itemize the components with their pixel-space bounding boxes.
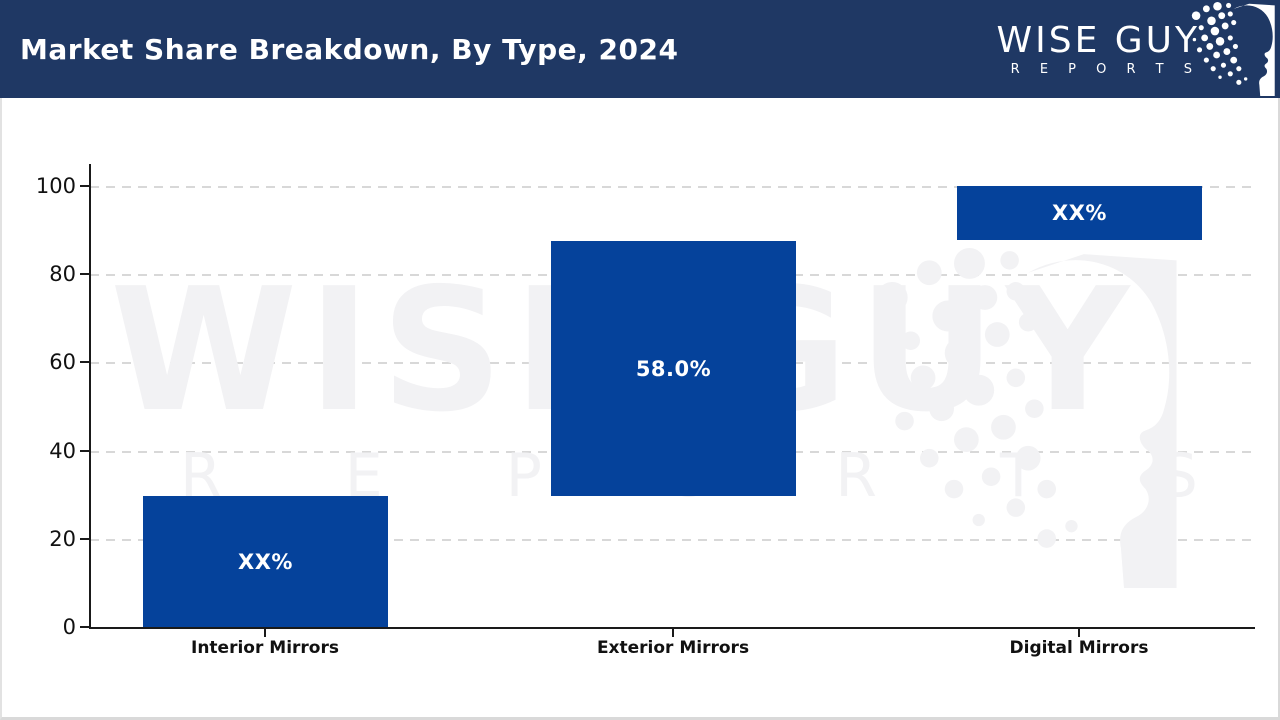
chart-area: WISE GUY R E P O R T S XX% 58.0% XX% xyxy=(0,98,1280,720)
logo-subtitle: R E P O R T S xyxy=(1010,61,1200,77)
y-tick-100 xyxy=(80,185,90,187)
logo-face-icon xyxy=(1191,2,1275,96)
x-tick-exterior xyxy=(672,629,674,637)
logo-text: WISE GUY R E P O R T S xyxy=(996,19,1201,77)
bar-exterior-mirrors: 58.0% xyxy=(551,241,796,496)
y-tick-20 xyxy=(80,538,90,540)
category-label-digital-mirrors: Digital Mirrors xyxy=(1009,638,1149,658)
x-tick-interior xyxy=(264,629,266,637)
gridline-100 xyxy=(90,186,1255,188)
category-label-exterior-mirrors: Exterior Mirrors xyxy=(596,638,750,658)
y-tick-80 xyxy=(80,273,90,275)
bar-digital-mirrors: XX% xyxy=(957,186,1202,240)
y-axis-line xyxy=(89,164,91,627)
y-tick-60 xyxy=(80,361,90,363)
y-tick-label: 80 xyxy=(49,262,76,286)
header-banner: Market Share Breakdown, By Type, 2024 WI… xyxy=(0,0,1280,98)
bar-value-label: 58.0% xyxy=(635,356,712,381)
y-tick-label: 0 xyxy=(62,615,76,639)
y-tick-label: 20 xyxy=(49,527,76,551)
category-label-interior-mirrors: Interior Mirrors xyxy=(191,638,339,658)
bar-interior-mirrors: XX% xyxy=(143,496,388,627)
wise-guy-logo: WISE GUY R E P O R T S xyxy=(997,0,1280,98)
logo-wordmark: WISE GUY xyxy=(996,19,1200,61)
bar-value-label: XX% xyxy=(1052,201,1107,225)
y-tick-label: 100 xyxy=(35,174,76,198)
y-tick-40 xyxy=(80,450,90,452)
gridline-20 xyxy=(90,539,1255,541)
chart-title: Market Share Breakdown, By Type, 2024 xyxy=(20,32,679,66)
y-tick-label: 40 xyxy=(49,439,76,463)
y-tick-0 xyxy=(80,626,90,628)
bar-value-label: XX% xyxy=(238,549,293,574)
x-axis-line xyxy=(89,627,1255,629)
y-tick-label: 60 xyxy=(49,350,76,374)
x-tick-digital xyxy=(1078,629,1080,637)
watermark-face-icon xyxy=(876,248,1177,588)
